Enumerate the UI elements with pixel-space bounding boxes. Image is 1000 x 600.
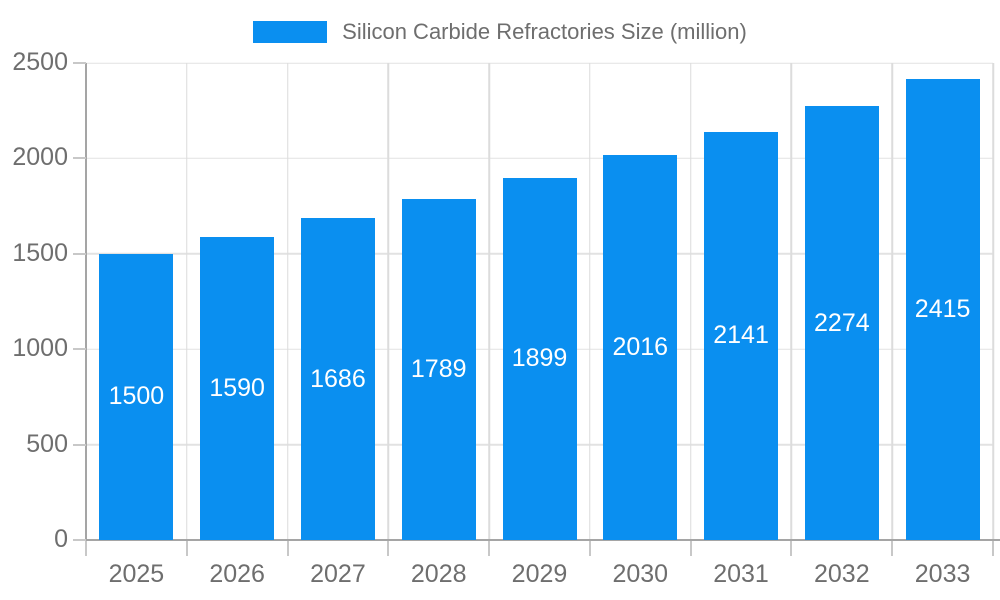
x-tick-label: 2026 — [209, 560, 265, 588]
y-tick — [73, 62, 86, 64]
x-tick-label: 2027 — [310, 560, 366, 588]
bar-value-label: 2141 — [713, 321, 769, 350]
x-tick — [588, 541, 591, 556]
x-tick-label: 2030 — [612, 560, 669, 588]
v-gridline — [891, 63, 893, 540]
x-tick-label: 2033 — [914, 560, 971, 588]
v-gridline — [286, 63, 289, 540]
y-tick-label: 0 — [54, 524, 68, 553]
x-tick-label: 2028 — [410, 560, 467, 588]
x-tick — [689, 541, 692, 556]
bar-value-label: 1500 — [108, 382, 165, 411]
v-gridline — [589, 63, 591, 540]
v-gridline — [790, 63, 793, 540]
v-gridline — [488, 63, 490, 540]
v-gridline — [186, 63, 188, 540]
y-tick — [73, 252, 86, 255]
bar[interactable]: 1590 — [200, 236, 275, 540]
x-tick — [891, 541, 894, 556]
legend-swatch — [253, 21, 328, 43]
y-tick — [73, 348, 86, 351]
bar-value-label: 2016 — [612, 333, 669, 362]
y-tick-label: 1500 — [12, 238, 68, 267]
bar[interactable]: 2274 — [804, 106, 879, 540]
y-tick-label: 2500 — [12, 47, 68, 76]
x-tick — [992, 541, 994, 556]
y-tick — [73, 157, 86, 160]
bar[interactable]: 2016 — [603, 155, 678, 540]
y-tick-label: 500 — [26, 429, 68, 458]
x-tick-label: 2025 — [108, 560, 165, 588]
legend-label: Silicon Carbide Refractories Size (milli… — [342, 19, 747, 44]
x-axis-line — [85, 539, 1000, 541]
y-axis-line — [85, 63, 87, 540]
y-tick-label: 2000 — [12, 143, 68, 172]
x-tick — [85, 541, 87, 556]
v-gridline — [689, 63, 692, 540]
bar[interactable]: 2415 — [905, 79, 980, 540]
bar-value-label: 1686 — [310, 364, 366, 393]
x-tick-label: 2029 — [511, 560, 568, 588]
y-tick — [73, 539, 86, 541]
bar[interactable]: 1789 — [401, 198, 476, 540]
bar[interactable]: 2141 — [704, 131, 779, 540]
v-gridline — [992, 63, 994, 540]
x-tick-label: 2032 — [814, 560, 870, 588]
x-tick — [185, 541, 188, 556]
h-gridline — [86, 62, 993, 64]
bar-value-label: 2415 — [914, 295, 971, 324]
x-tick — [286, 541, 289, 556]
x-tick — [790, 541, 793, 556]
bar[interactable]: 1686 — [300, 218, 375, 540]
x-tick — [387, 541, 390, 556]
y-tick-label: 1000 — [12, 334, 68, 363]
bar[interactable]: 1899 — [502, 177, 577, 540]
bar[interactable]: 1500 — [99, 253, 174, 540]
bar-value-label: 1899 — [511, 344, 568, 373]
bar-value-label: 2274 — [814, 308, 870, 337]
y-tick — [73, 443, 86, 446]
bar-value-label: 1789 — [410, 354, 467, 383]
x-tick — [488, 541, 491, 556]
legend[interactable]: Silicon Carbide Refractories Size (milli… — [0, 19, 1000, 45]
bar-value-label: 1590 — [209, 373, 265, 402]
h-gridline — [86, 157, 993, 160]
v-gridline — [387, 63, 390, 540]
x-tick-label: 2031 — [713, 560, 769, 588]
